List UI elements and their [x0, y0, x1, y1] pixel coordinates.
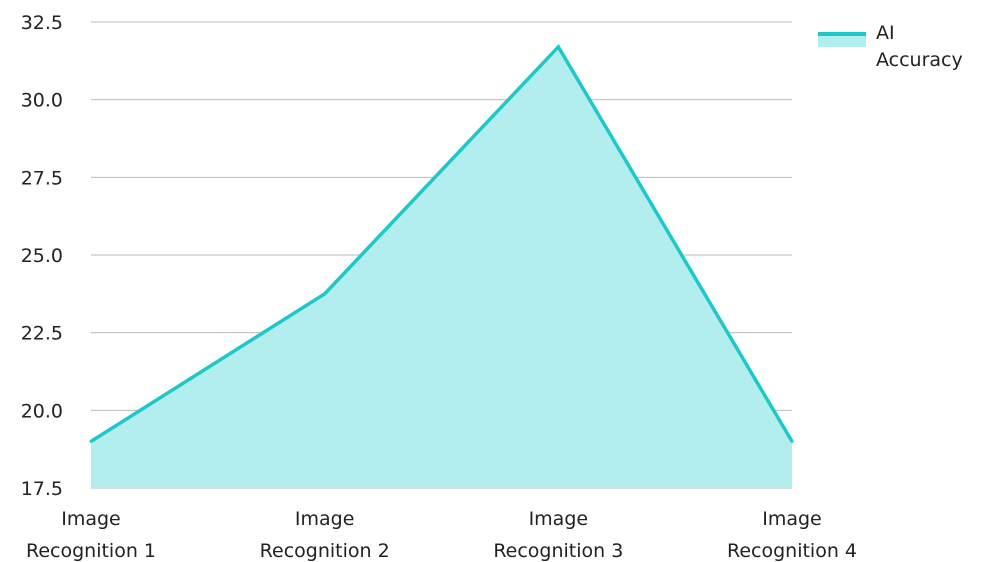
y-tick-label: 17.5 [21, 478, 63, 500]
y-tick-label: 30.0 [21, 90, 63, 112]
legend: AI Accuracy [818, 20, 982, 74]
y-tick-label: 20.0 [21, 400, 63, 422]
data-point [323, 292, 327, 296]
series-line [90, 43, 794, 443]
series-layer [89, 43, 794, 488]
y-tick-label: 32.5 [21, 12, 63, 34]
legend-swatch [818, 23, 866, 47]
y-axis-tick-labels: 17.5 20.0 22.5 25.0 27.5 30.0 32.5 [21, 12, 63, 500]
data-point [790, 439, 794, 443]
legend-swatch-fill [818, 35, 866, 47]
legend-label-ai-accuracy: AI Accuracy [876, 22, 963, 71]
data-point [556, 45, 560, 49]
y-tick-label: 22.5 [21, 323, 63, 345]
series-area [91, 46, 792, 488]
y-tick-label: 25.0 [21, 245, 63, 267]
legend-swatch-line [818, 32, 866, 36]
x-axis-tick-labels: Image Recognition 1 Image Recognition 2 Imag… [26, 508, 857, 562]
x-tick-label: Image Recognition 1 [26, 508, 156, 562]
x-tick-label: Image Recognition 4 [727, 508, 857, 562]
y-tick-label: 27.5 [21, 167, 63, 189]
data-point [89, 439, 93, 443]
x-tick-label: Image Recognition 3 [493, 508, 623, 562]
x-tick-label: Image Recognition 2 [260, 508, 390, 562]
